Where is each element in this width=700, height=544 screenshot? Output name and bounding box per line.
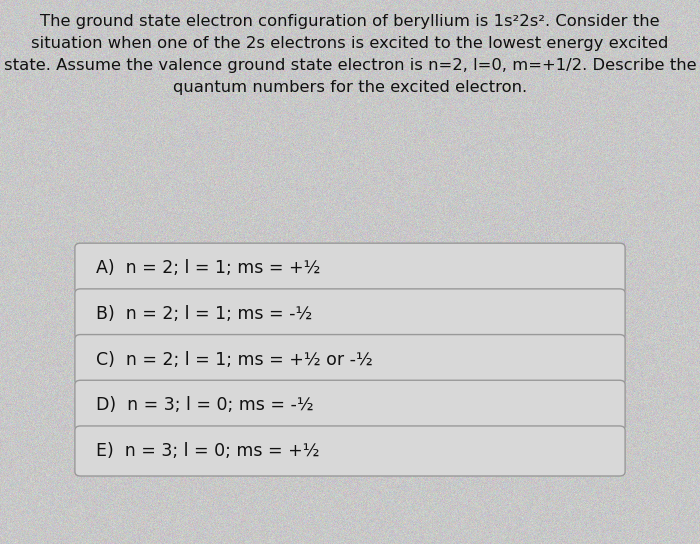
Text: C)  n = 2; l = 1; ms = +½ or -½: C) n = 2; l = 1; ms = +½ or -½ — [96, 350, 372, 369]
Text: B)  n = 2; l = 1; ms = -½: B) n = 2; l = 1; ms = -½ — [96, 305, 312, 323]
FancyBboxPatch shape — [75, 243, 625, 293]
FancyBboxPatch shape — [75, 289, 625, 339]
FancyBboxPatch shape — [75, 335, 625, 385]
Text: D)  n = 3; l = 0; ms = -½: D) n = 3; l = 0; ms = -½ — [96, 396, 314, 415]
Text: The ground state electron configuration of beryllium is 1s²2s². Consider the
sit: The ground state electron configuration … — [4, 14, 696, 95]
FancyBboxPatch shape — [75, 380, 625, 430]
FancyBboxPatch shape — [75, 426, 625, 476]
Text: A)  n = 2; l = 1; ms = +½: A) n = 2; l = 1; ms = +½ — [96, 259, 321, 277]
Text: E)  n = 3; l = 0; ms = +½: E) n = 3; l = 0; ms = +½ — [96, 442, 319, 460]
